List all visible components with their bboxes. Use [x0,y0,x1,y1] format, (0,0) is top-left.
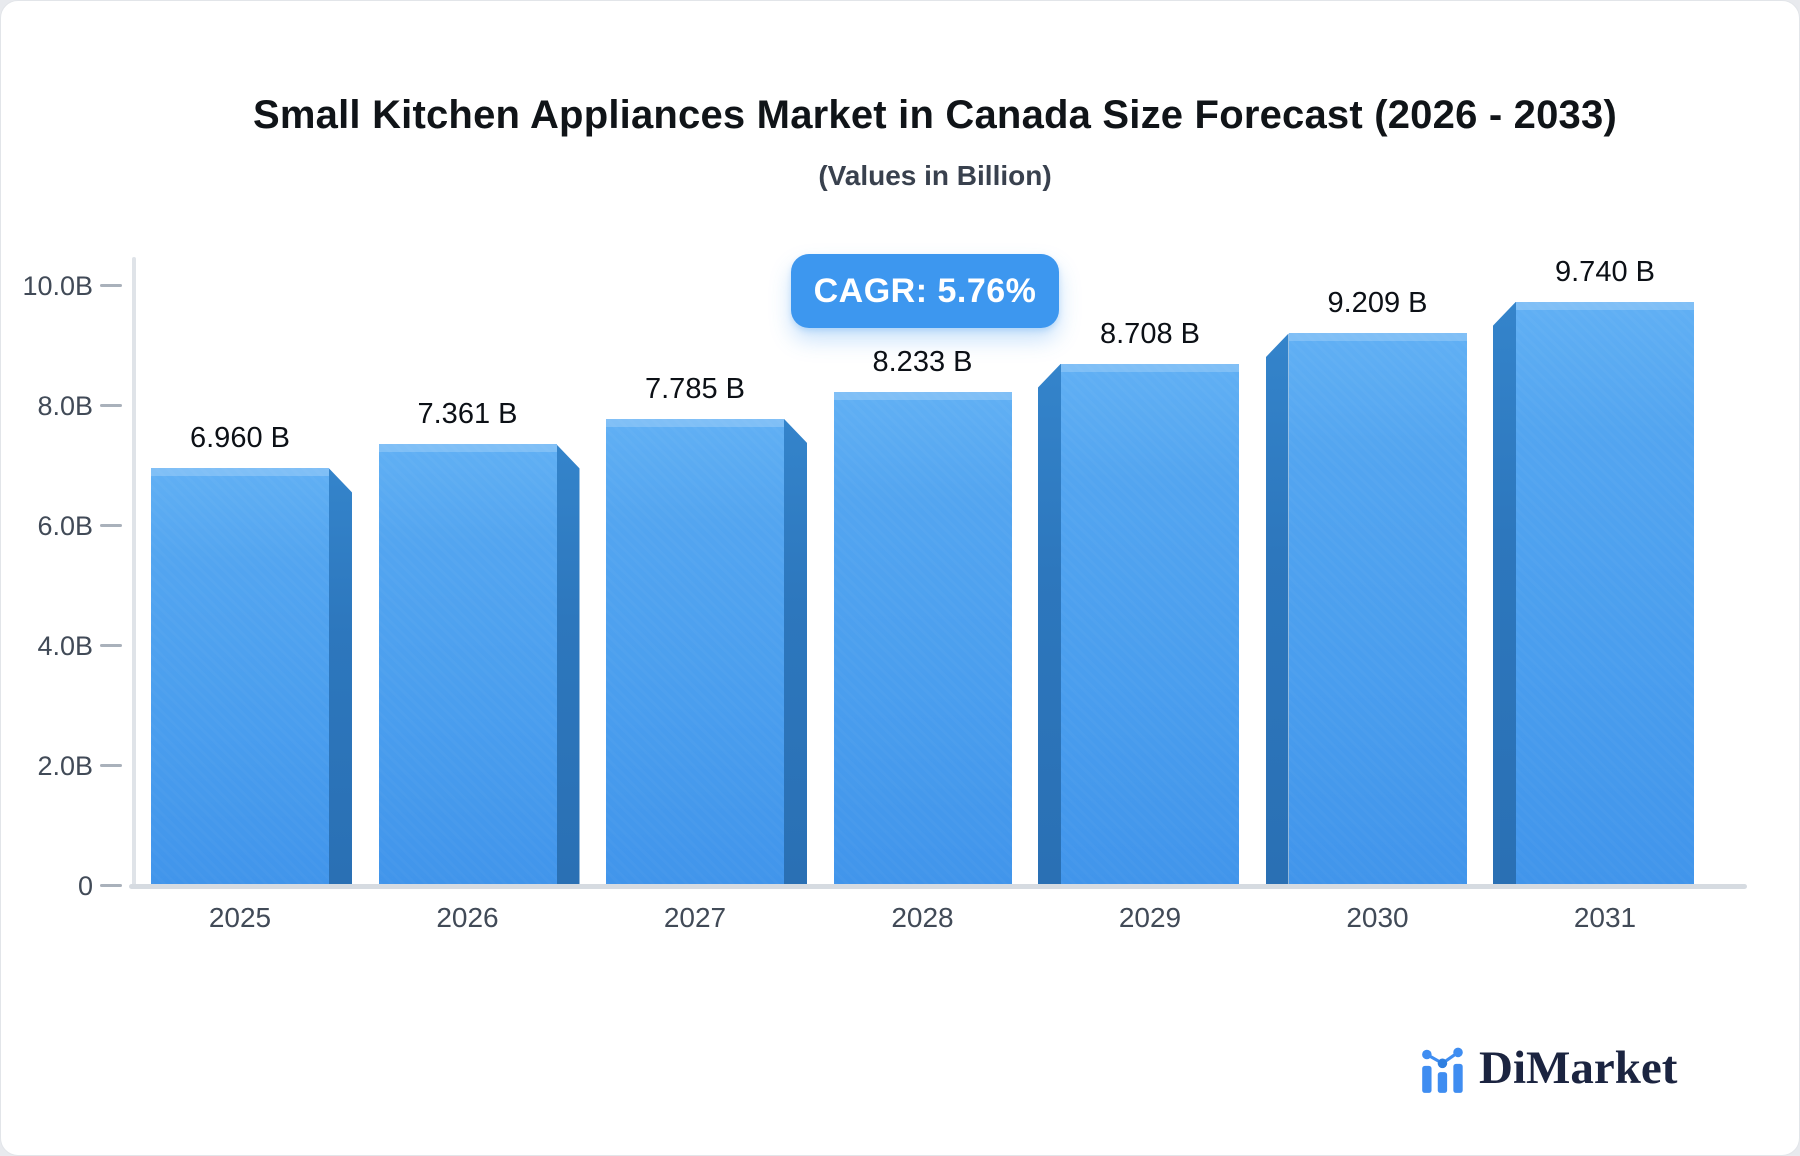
dimarket-icon [1422,1047,1463,1093]
y-tick-dash [100,644,122,647]
bar-value-label: 8.708 B [1100,317,1200,350]
brand-logo: DiMarket [1421,1039,1677,1097]
bar-side-2026 [556,444,580,884]
bar-2025 [151,468,329,884]
bar-2028 [833,392,1012,884]
bar-side-2031 [1493,301,1516,884]
y-tick-dash [100,404,122,407]
bar-value-label: 9.740 B [1555,255,1655,288]
bar-side-2029 [1038,363,1061,884]
bar-value-label: 7.785 B [645,372,745,405]
y-tick-label: 6.0B [37,511,93,541]
bar-value-label: 9.209 B [1327,287,1428,320]
x-axis-label-2029: 2029 [1118,902,1182,933]
y-tick-label: 4.0B [37,631,93,661]
y-tick-label: 10.0B [22,271,93,301]
x-axis-label-2030: 2030 [1346,902,1409,933]
y-tick-dash [100,764,122,767]
bar-2027 [606,418,784,885]
y-tick-label: 8.0B [37,391,93,421]
y-tick-dash [100,284,122,287]
bar-2026 [378,444,557,884]
y-tick-dash [100,884,122,887]
x-axis-label-2028: 2028 [891,902,954,933]
x-axis-baseline [129,884,1747,889]
bar-value-label: 6.960 B [190,422,290,455]
chart-title: Small Kitchen Appliances Market in Canad… [253,93,1617,137]
y-axis-line [132,257,136,886]
bar-side-2027 [784,418,807,884]
x-axis-label-2025: 2025 [208,902,272,933]
x-axis-label-2027: 2027 [663,902,727,933]
cagr-badge: CAGR: 5.76% [791,254,1059,328]
chart-subtitle: (Values in Billion) [818,160,1052,191]
bar-value-label: 8.233 B [872,346,973,379]
bar-side-2025 [329,468,352,884]
bar-2030 [1288,333,1467,884]
chart-header: Small Kitchen Appliances Market in Canad… [65,93,1799,192]
dimarket-wordmark: DiMarket [1479,1042,1678,1094]
bar-2029 [1061,363,1239,885]
y-tick-label: 2.0B [37,751,93,781]
bar-value-label: 7.361 B [417,398,518,431]
x-axis-label-2026: 2026 [436,902,499,933]
y-tick-label: 0 [77,871,93,901]
y-tick-dash [100,524,122,527]
bar-2031 [1516,301,1694,885]
bar-side-2030 [1265,333,1289,884]
x-axis-label-2031: 2031 [1573,902,1637,933]
